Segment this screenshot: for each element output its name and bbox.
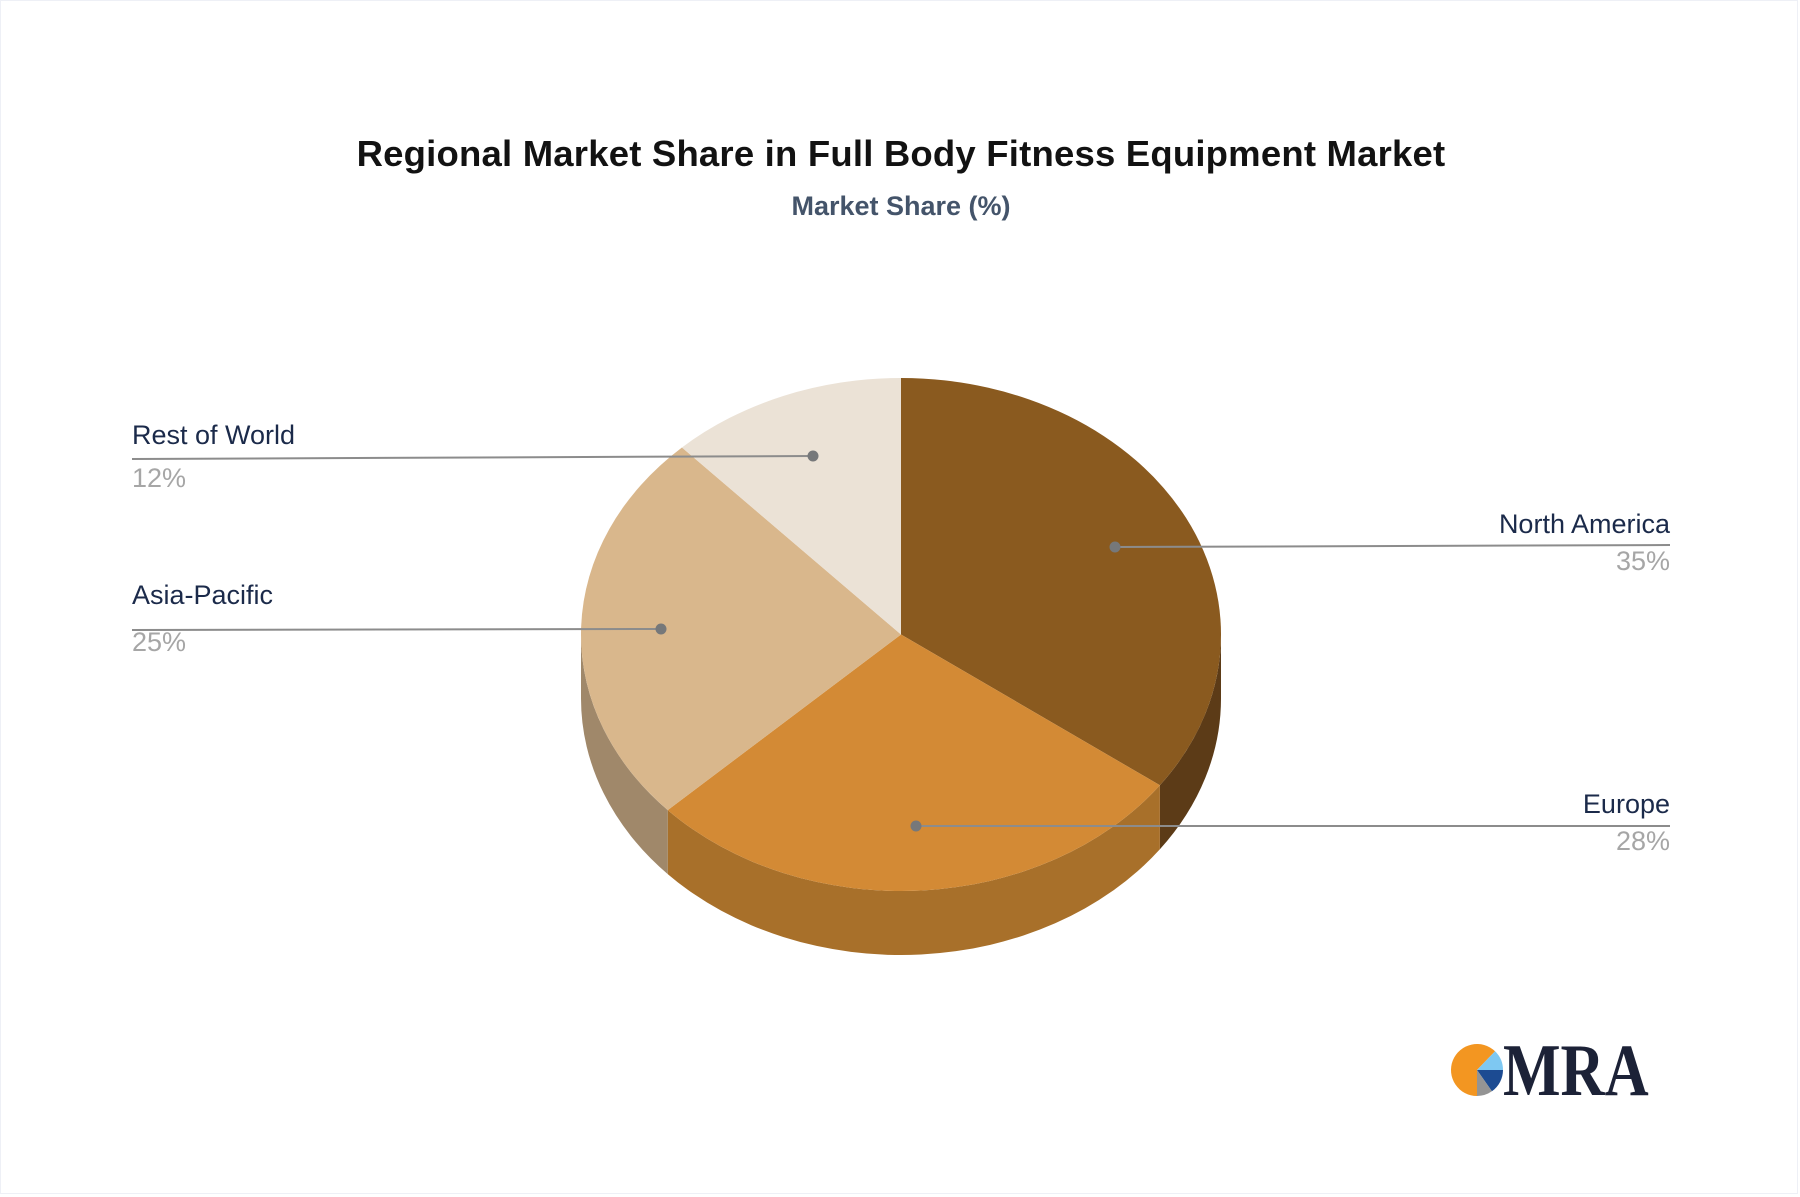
svg-text:MRA: MRA: [1503, 1028, 1649, 1111]
